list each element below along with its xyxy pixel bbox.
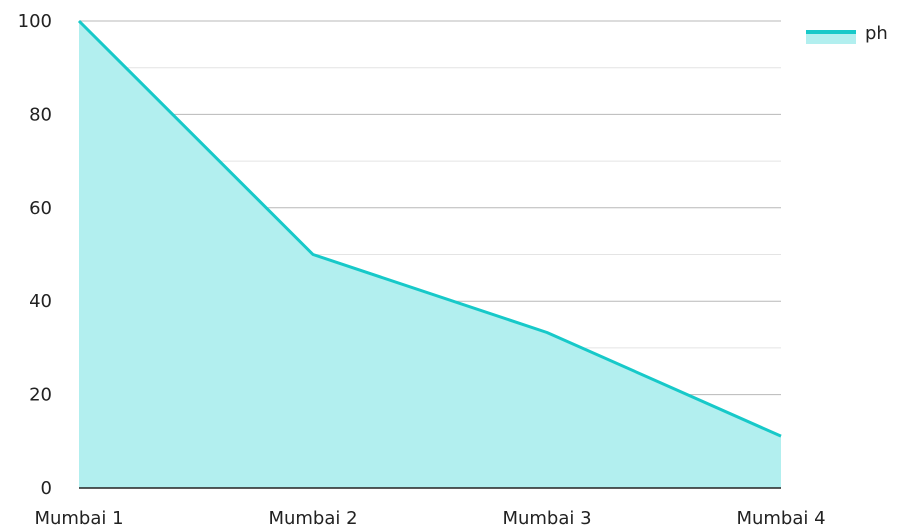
x-tick-label: Mumbai 4 xyxy=(736,508,825,529)
y-tick-label: 60 xyxy=(29,198,52,219)
ph-area-fill xyxy=(79,21,781,488)
x-tick-label: Mumbai 1 xyxy=(34,508,123,529)
legend[interactable]: ph xyxy=(806,23,888,44)
y-tick-label: 80 xyxy=(29,104,52,125)
x-tick-label: Mumbai 3 xyxy=(502,508,591,529)
x-axis-ticks: Mumbai 1 Mumbai 2 Mumbai 3 Mumbai 4 xyxy=(34,508,825,529)
y-tick-label: 0 xyxy=(41,478,52,499)
y-axis-ticks: 0 20 40 60 80 100 xyxy=(18,11,52,499)
y-tick-label: 40 xyxy=(29,291,52,312)
y-tick-label: 20 xyxy=(29,385,52,406)
y-tick-label: 100 xyxy=(18,11,52,32)
ph-series-line xyxy=(77,19,782,438)
x-tick-label: Mumbai 2 xyxy=(268,508,357,529)
legend-label-ph: ph xyxy=(865,23,888,44)
